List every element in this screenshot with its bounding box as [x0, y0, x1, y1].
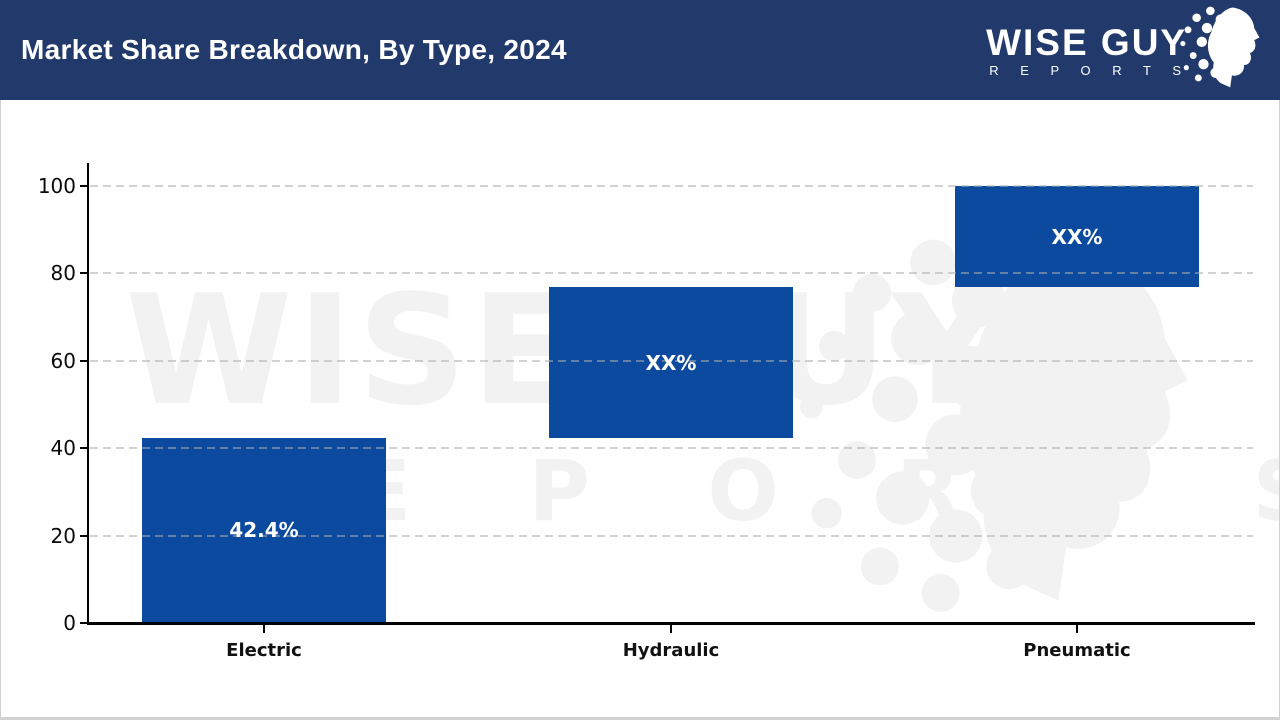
- bar-value-label: XX%: [1051, 224, 1103, 249]
- bar-pneumatic: [955, 186, 1199, 288]
- y-tick-20: [80, 534, 89, 537]
- y-tick-80: [80, 272, 89, 275]
- x-tick-hydraulic: [670, 625, 672, 633]
- bar-value-label: XX%: [645, 350, 697, 375]
- y-tick-40: [80, 447, 89, 450]
- logo-face-icon: [1180, 6, 1260, 88]
- y-axis-spine: [87, 163, 89, 625]
- y-tick-label: 0: [63, 611, 76, 635]
- header-bar: Market Share Breakdown, By Type, 2024 WI…: [0, 0, 1280, 100]
- gridline-y-60: [90, 359, 1253, 362]
- y-tick-60: [80, 359, 89, 362]
- bar-hydraulic: [549, 287, 793, 438]
- y-tick-label: 80: [50, 261, 76, 286]
- y-tick-0: [80, 622, 89, 624]
- x-tick-pneumatic: [1076, 625, 1078, 633]
- y-tick-label: 40: [50, 436, 76, 461]
- logo-subtext: R E P O R T S: [989, 62, 1190, 78]
- y-tick-label: 60: [50, 348, 76, 373]
- gridline-y-100: [90, 185, 1253, 187]
- gridline-y-80: [90, 272, 1253, 275]
- x-tick-electric: [263, 625, 265, 633]
- x-category-label: Pneumatic: [1023, 640, 1131, 661]
- logo-text: WISE GUY R E P O R T S: [983, 24, 1190, 77]
- gridline-y-40: [90, 447, 1253, 450]
- y-tick-100: [80, 185, 89, 187]
- y-tick-label: 100: [37, 174, 76, 198]
- x-category-label: Hydraulic: [622, 640, 720, 661]
- gridline-y-20: [90, 534, 1253, 537]
- page-border-bottom: [0, 717, 1280, 720]
- page-border-left: [0, 100, 1, 720]
- page-title: Market Share Breakdown, By Type, 2024: [21, 34, 567, 65]
- bar-value-label: 42.4%: [229, 518, 299, 543]
- x-axis-spine: [87, 622, 1255, 625]
- logo-wordmark: WISE GUY: [986, 21, 1188, 63]
- y-tick-label: 20: [50, 523, 76, 548]
- bar-electric: [142, 437, 386, 623]
- x-category-label: Electric: [226, 640, 302, 661]
- watermark-face-icon: [800, 239, 1188, 612]
- wise-guy-logo: WISE GUY R E P O R T S: [983, 6, 1262, 90]
